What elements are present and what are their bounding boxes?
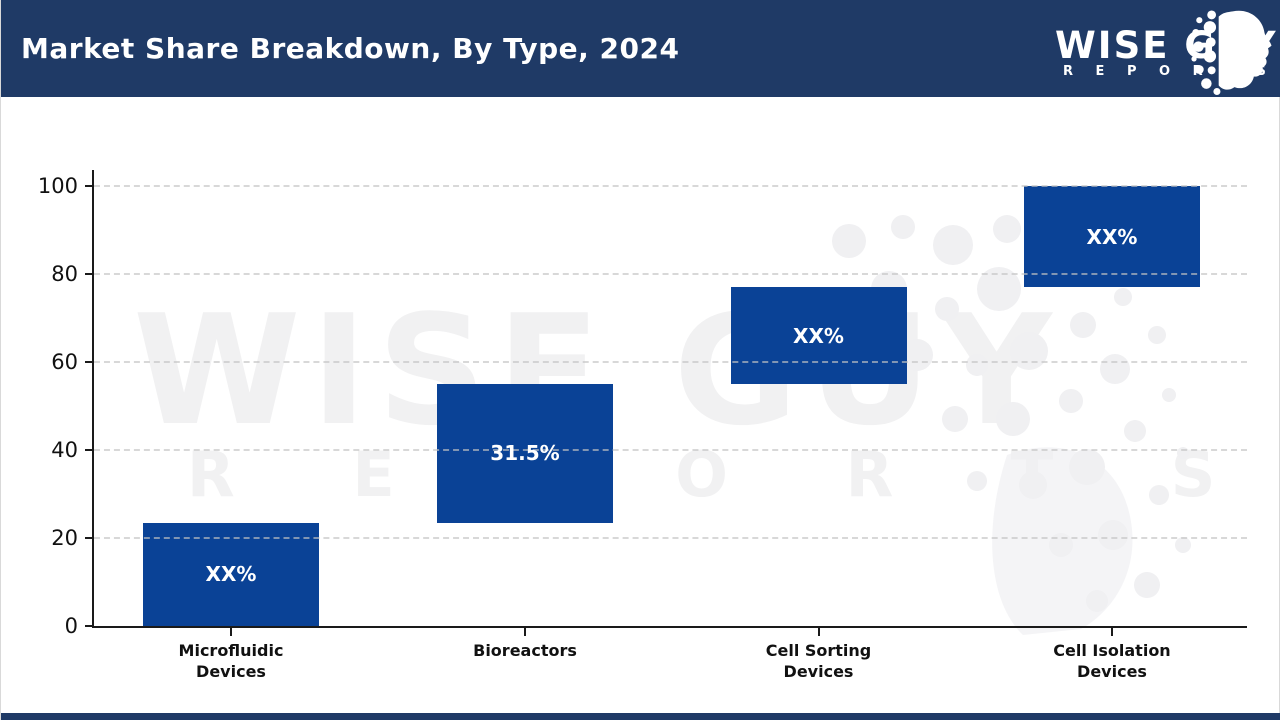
bar-value-label: XX% [1086, 224, 1138, 249]
bar-value-label: 31.5% [490, 441, 560, 466]
watermark-face-dots-icon [821, 215, 1191, 635]
x-category-label: Bioreactors [473, 641, 577, 660]
y-tick-label: 40 [51, 438, 78, 462]
y-gridline [94, 185, 1247, 187]
x-tick-mark [1111, 628, 1113, 636]
footer-bar [1, 713, 1280, 720]
bar-value-label: XX% [205, 562, 257, 587]
chart-plot-area: XX% 31.5% XX% XX% 0 20 40 60 80 100 Microfluidic De… [1, 97, 1280, 713]
brand-face-icon [1188, 10, 1272, 95]
x-tick-mark [230, 628, 232, 636]
y-tick-label: 100 [37, 174, 78, 198]
y-tick-mark [85, 449, 92, 451]
y-axis-spine [92, 170, 94, 628]
x-category-label: Cell Isolation Devices [1053, 641, 1171, 681]
x-axis-spine [92, 626, 1247, 628]
y-tick-mark [85, 625, 92, 627]
bar-segment [143, 522, 319, 626]
y-gridline [94, 361, 1247, 363]
bar-segment [730, 287, 907, 384]
y-tick-label: 60 [51, 350, 78, 374]
bar-segment [437, 384, 613, 523]
y-tick-label: 20 [51, 526, 78, 550]
chart-title: Market Share Breakdown, By Type, 2024 [21, 32, 680, 65]
y-tick-mark [85, 273, 92, 275]
x-tick-mark [817, 628, 820, 636]
y-tick-label: 80 [51, 262, 78, 286]
y-tick-mark [85, 361, 92, 363]
x-category-label: Cell Sorting Devices [765, 641, 872, 681]
y-tick-mark [85, 537, 92, 539]
bar-segment [1024, 186, 1200, 288]
brand-logo: WISE GUY R E P O R T S [1011, 6, 1276, 95]
x-category-label: Microfluidic Devices [178, 641, 284, 681]
y-tick-mark [85, 185, 92, 187]
header-bar: Market Share Breakdown, By Type, 2024 WI… [1, 0, 1280, 97]
y-gridline [94, 537, 1247, 539]
brand-logo-tagline: R E P O R T S [1063, 64, 1275, 79]
x-tick-mark [524, 628, 526, 636]
bar-value-label: XX% [793, 323, 844, 348]
y-tick-label: 0 [64, 614, 78, 638]
y-gridline [94, 273, 1247, 275]
y-gridline [94, 449, 1247, 451]
